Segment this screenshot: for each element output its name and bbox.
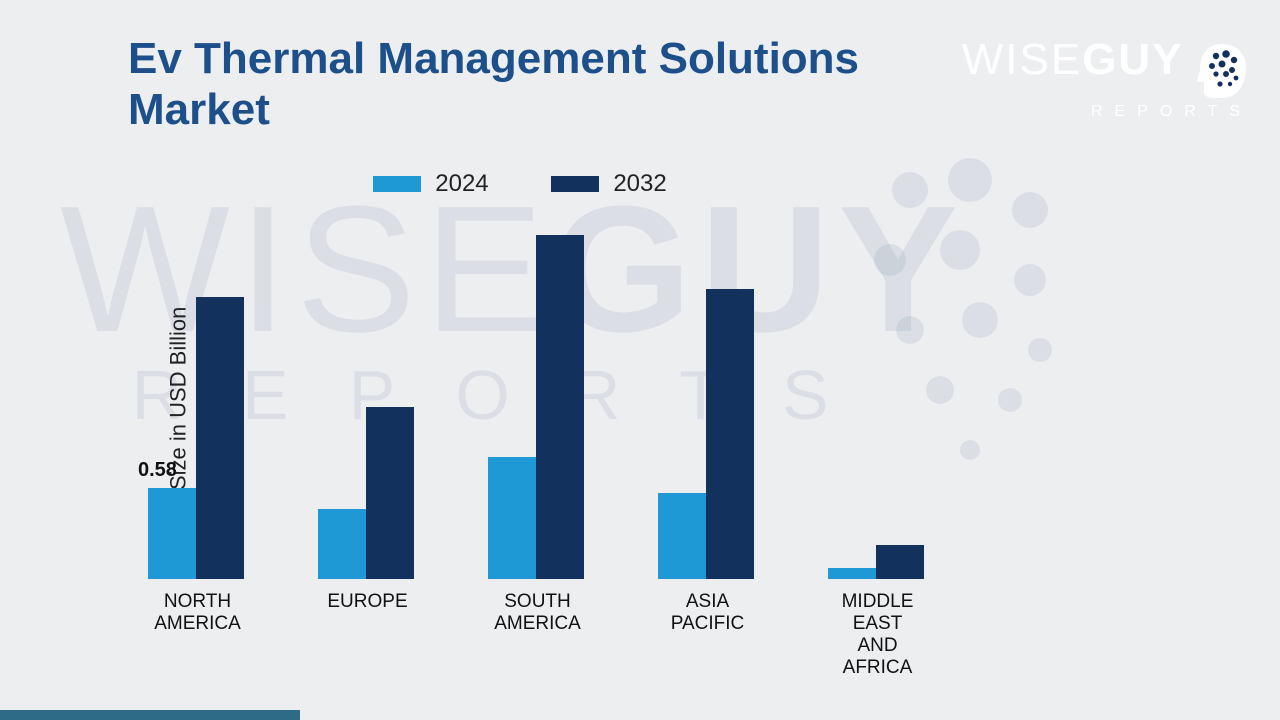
bar-2032 (196, 297, 244, 579)
legend-label-2024: 2024 (435, 170, 488, 198)
bar-2032 (366, 407, 414, 579)
bar-2024 (488, 457, 536, 579)
brand-logo: WISEGUY REPORTS (962, 38, 1252, 120)
bar-2024 (148, 488, 196, 579)
x-axis-label: MIDDLEEASTANDAFRICA (810, 591, 945, 678)
bar-2024 (318, 509, 366, 579)
legend-item-2024: 2024 (373, 170, 488, 198)
legend-item-2032: 2032 (551, 170, 666, 198)
chart-title: Ev Thermal Management Solutions Market (128, 34, 948, 135)
x-axis-label: EUROPE (300, 591, 435, 613)
bar-value-label: 0.58 (138, 459, 177, 482)
plot-region: 0.58 (130, 220, 980, 580)
brand-wise: WISE (962, 35, 1082, 84)
bar-2024 (828, 568, 876, 579)
brand-reports: REPORTS (962, 104, 1252, 120)
x-axis-label: SOUTHAMERICA (470, 591, 605, 635)
x-axis-label: ASIAPACIFIC (640, 591, 775, 635)
chart-area: Market Size in USD Billion 2024 2032 0.5… (60, 170, 980, 700)
legend: 2024 2032 (60, 170, 980, 199)
bar-2032 (876, 545, 924, 579)
legend-label-2032: 2032 (613, 170, 666, 198)
bar-2024 (658, 493, 706, 579)
bar-2032 (706, 289, 754, 579)
x-axis-labels: NORTHAMERICA EUROPE SOUTHAMERICA ASIAPACIFI… (130, 585, 980, 700)
legend-swatch-2024 (373, 176, 421, 192)
legend-swatch-2032 (551, 176, 599, 192)
footer-accent-stripe (0, 710, 300, 720)
head-dots-icon (1192, 40, 1252, 100)
bar-2032 (536, 235, 584, 579)
infographic-canvas: WISEGUY REPORTS WISEGUY REPORTS (0, 0, 1280, 720)
x-axis-label: NORTHAMERICA (130, 591, 265, 635)
brand-guy: GUY (1082, 35, 1183, 84)
